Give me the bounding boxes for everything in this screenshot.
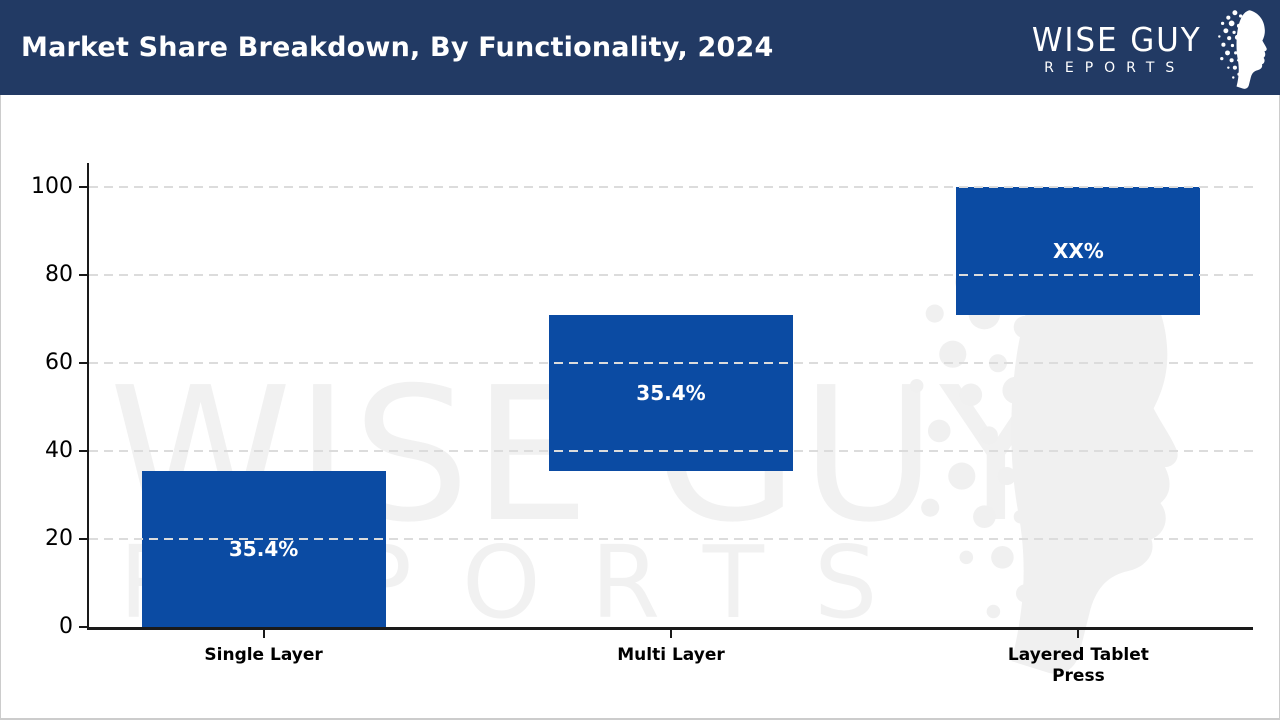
gridline-80 (89, 273, 1253, 276)
bar-layered-tablet-press: XX% (956, 186, 1201, 316)
y-tick-label-60: 60 (45, 349, 73, 375)
y-tick-80 (79, 273, 87, 276)
logo-title: WISE GUY (1032, 20, 1202, 59)
y-tick-100 (79, 185, 87, 188)
logo-subtitle: REPORTS (1044, 60, 1186, 76)
gridline-20 (89, 537, 1253, 540)
bar-value-label: XX% (1052, 239, 1104, 264)
y-tick-60 (79, 361, 87, 364)
x-tick-0 (262, 630, 265, 638)
y-tick-label-80: 80 (45, 261, 73, 287)
page-title: Market Share Breakdown, By Functionality… (21, 32, 774, 63)
gridline-40 (89, 449, 1253, 452)
chart-canvas: WISE GUY REPORTS 0 20 40 60 80 100 35.4% Single… (0, 95, 1280, 720)
bar-single-layer: 35.4% (141, 471, 386, 627)
x-tick-1 (670, 630, 672, 638)
y-tick-40 (79, 449, 87, 452)
wiseguy-face-icon (1218, 10, 1267, 89)
bar-value-label: 35.4% (228, 537, 299, 562)
y-axis-line (87, 163, 89, 630)
x-axis-line (87, 627, 1253, 630)
y-tick-20 (79, 537, 87, 540)
y-tick-label-20: 20 (45, 525, 73, 551)
y-tick-0 (79, 626, 87, 628)
y-tick-label-100: 100 (31, 173, 73, 199)
gridline-100 (89, 185, 1253, 188)
y-tick-label-0: 0 (59, 614, 73, 639)
x-tick-2 (1077, 630, 1080, 638)
x-category-label: Layered Tablet Press (1007, 645, 1149, 686)
y-tick-label-40: 40 (45, 437, 73, 463)
plot-area: 0 20 40 60 80 100 35.4% Single Layer 35.4% Multi … (31, 163, 1253, 686)
x-category-label: Multi Layer (617, 645, 725, 665)
bar-value-label: 35.4% (636, 381, 706, 406)
x-category-label: Single Layer (204, 645, 323, 665)
logo-wordmark: WISE GUY REPORTS (1021, 20, 1202, 76)
gridline-60 (89, 361, 1253, 364)
header: Market Share Breakdown, By Functionality… (0, 0, 1280, 95)
wiseguy-logo: WISE GUY REPORTS (1021, 6, 1270, 90)
bar-multi-layer: 35.4% (549, 315, 793, 472)
